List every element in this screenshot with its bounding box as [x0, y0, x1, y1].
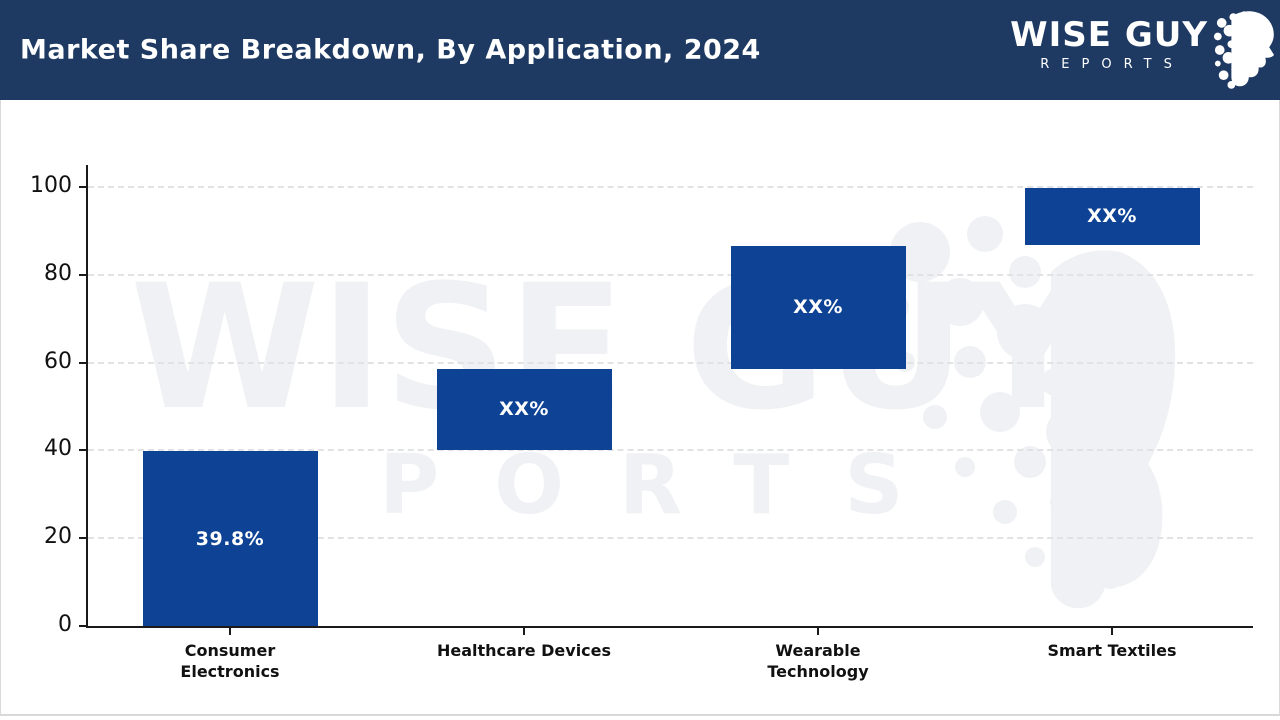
category-label: Wearable Technology: [671, 640, 965, 682]
x-tick-2: [523, 628, 525, 635]
y-tick-label: 80: [44, 260, 72, 286]
dotted-face-profile-icon: [1213, 11, 1274, 89]
logo-subtext: REPORTS: [1040, 57, 1184, 72]
y-tick-100: [79, 186, 88, 188]
category-label-line: Wearable: [775, 641, 861, 660]
gridline-20: [88, 537, 1253, 540]
y-tick-60: [79, 361, 88, 364]
category-label-line: Smart Textiles: [1047, 641, 1177, 660]
bar-value-label: XX%: [793, 296, 843, 319]
x-tick-3: [817, 628, 819, 635]
bar-value-label: XX%: [1087, 205, 1137, 228]
y-tick-label: 20: [44, 524, 72, 550]
y-tick-label: 60: [44, 348, 72, 374]
gridline-60: [88, 361, 1253, 364]
y-tick-20: [79, 537, 88, 540]
page-title: Market Share Breakdown, By Application, …: [20, 34, 761, 66]
y-axis-line: [86, 165, 88, 628]
gridline-40: [88, 449, 1253, 452]
category-label-line: Technology: [767, 662, 869, 681]
y-tick-0: [79, 625, 88, 627]
x-tick-4: [1111, 628, 1113, 635]
category-label: Consumer Electronics: [83, 640, 377, 682]
category-label: Smart Textiles: [965, 640, 1259, 661]
header: Market Share Breakdown, By Application, …: [0, 0, 1280, 100]
y-tick-80: [79, 273, 88, 276]
x-tick-1: [229, 628, 231, 635]
category-label-line: Healthcare Devices: [436, 641, 612, 660]
y-tick-label: 0: [58, 612, 72, 637]
category-label-line: Electronics: [180, 662, 280, 681]
bar-2: XX%: [436, 369, 612, 450]
y-tick-label: 100: [30, 173, 72, 198]
logo-wordmark: WISE GUY: [1010, 15, 1208, 55]
bar-3: XX%: [730, 245, 906, 370]
category-label: Healthcare Devices: [377, 640, 671, 661]
wiseguy-logo: WISE GUY REPORTS: [1010, 16, 1208, 72]
y-tick-label: 40: [44, 436, 72, 462]
bar-1: 39.8%: [142, 451, 318, 626]
category-label-line: Consumer: [184, 641, 276, 660]
y-tick-40: [79, 449, 88, 452]
gridline-80: [88, 273, 1253, 276]
bar-4: XX%: [1024, 187, 1200, 245]
bar-value-label: 39.8%: [195, 527, 265, 550]
x-axis-line: [86, 626, 1253, 628]
bar-value-label: XX%: [499, 398, 549, 421]
gridline-100: [88, 186, 1253, 188]
